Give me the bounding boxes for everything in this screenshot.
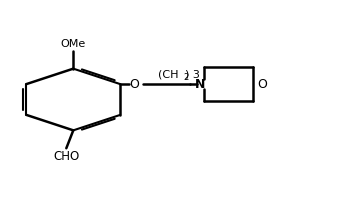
Text: N: N (195, 78, 206, 91)
Text: 2: 2 (183, 73, 188, 82)
Text: ) 3: ) 3 (185, 69, 200, 79)
Text: OMe: OMe (61, 39, 86, 49)
Text: O: O (129, 78, 139, 91)
Text: (CH: (CH (158, 69, 178, 79)
Text: CHO: CHO (53, 150, 80, 163)
Text: O: O (257, 78, 267, 91)
